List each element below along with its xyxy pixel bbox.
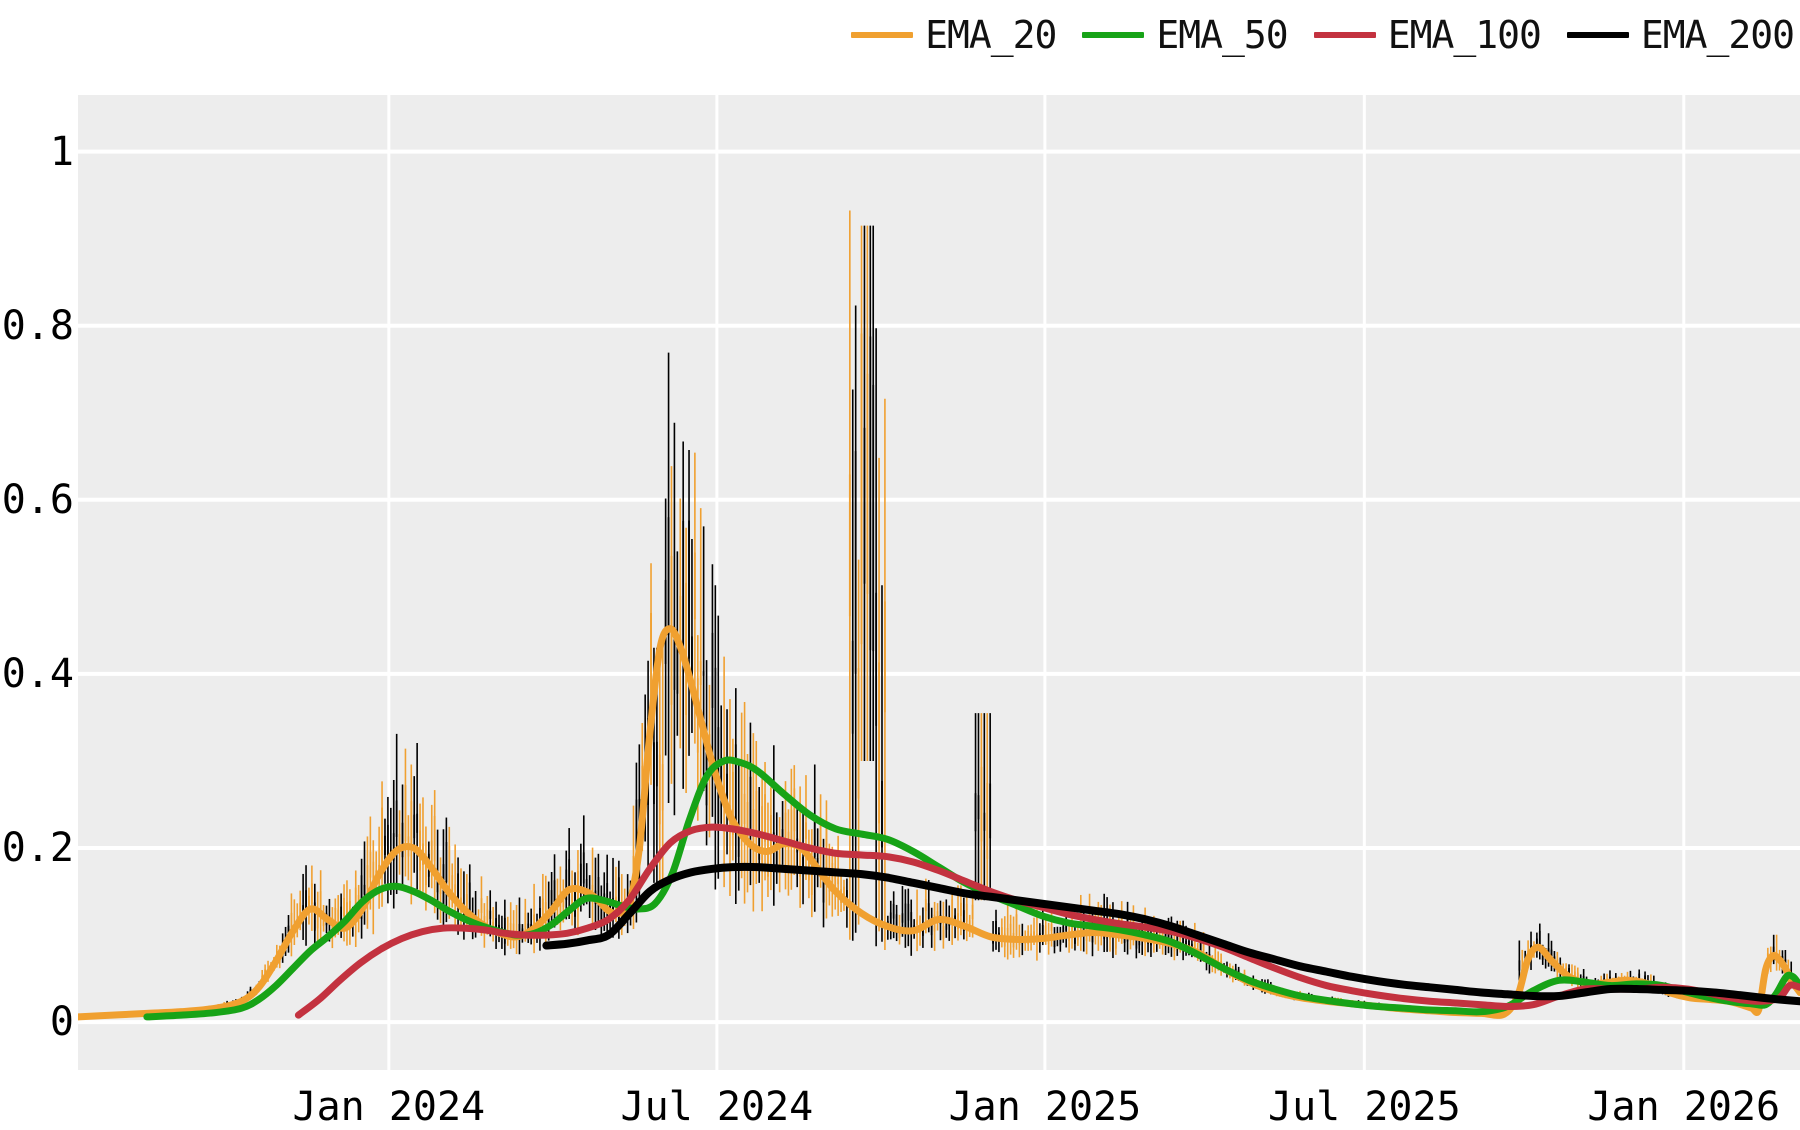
x-axis-tick-0: Jan 2024 <box>292 1084 486 1130</box>
legend-swatch-ema-200 <box>1566 32 1629 38</box>
plot-area <box>78 95 1800 1070</box>
y-axis-tick-3: 0.6 <box>1 476 74 523</box>
legend-swatch-ema-100 <box>1313 32 1376 38</box>
y-axis-tick-2: 0.4 <box>1 650 74 697</box>
legend-swatch-ema-50 <box>1082 32 1145 38</box>
legend-item-ema-100[interactable]: EMA_100 <box>1313 13 1542 57</box>
y-axis-tick-0: 0 <box>49 999 74 1046</box>
y-axis-tick-4: 0.8 <box>1 302 74 349</box>
legend-label-ema-200: EMA_200 <box>1640 13 1795 57</box>
legend-item-ema-20[interactable]: EMA_20 <box>851 13 1057 57</box>
x-axis-tick-1: Jul 2024 <box>620 1084 814 1130</box>
legend-item-ema-50[interactable]: EMA_50 <box>1082 13 1289 57</box>
chart-canvas <box>78 95 1800 1070</box>
series-line-ema_200 <box>542 862 1800 1006</box>
x-axis-tick-4: Jan 2026 <box>1587 1084 1781 1130</box>
legend-label-ema-100: EMA_100 <box>1387 13 1542 57</box>
ohlc-candlesticks <box>78 210 1800 1019</box>
x-axis-tick-3: Jul 2025 <box>1268 1084 1461 1130</box>
legend-label-ema-50: EMA_50 <box>1156 13 1288 57</box>
legend-item-ema-200[interactable]: EMA_200 <box>1566 13 1795 57</box>
x-axis-tick-2: Jan 2025 <box>948 1084 1142 1130</box>
legend-label-ema-20: EMA_20 <box>925 13 1057 57</box>
y-axis-tick-1: 0.2 <box>1 825 74 871</box>
chart-legend: EMA_20 EMA_50 EMA_100 EMA_200 <box>0 0 1800 70</box>
legend-swatch-ema-20 <box>851 32 914 38</box>
series-line-ema_20 <box>78 625 1800 1021</box>
y-axis-tick-5: 1 <box>49 128 74 175</box>
plot-wrapper: 0 0.2 0.4 0.6 0.8 1 Jan 2024 Jul 2024 Jan 2025 J… <box>0 70 1800 1130</box>
series-line-ema_50 <box>143 756 1800 1021</box>
